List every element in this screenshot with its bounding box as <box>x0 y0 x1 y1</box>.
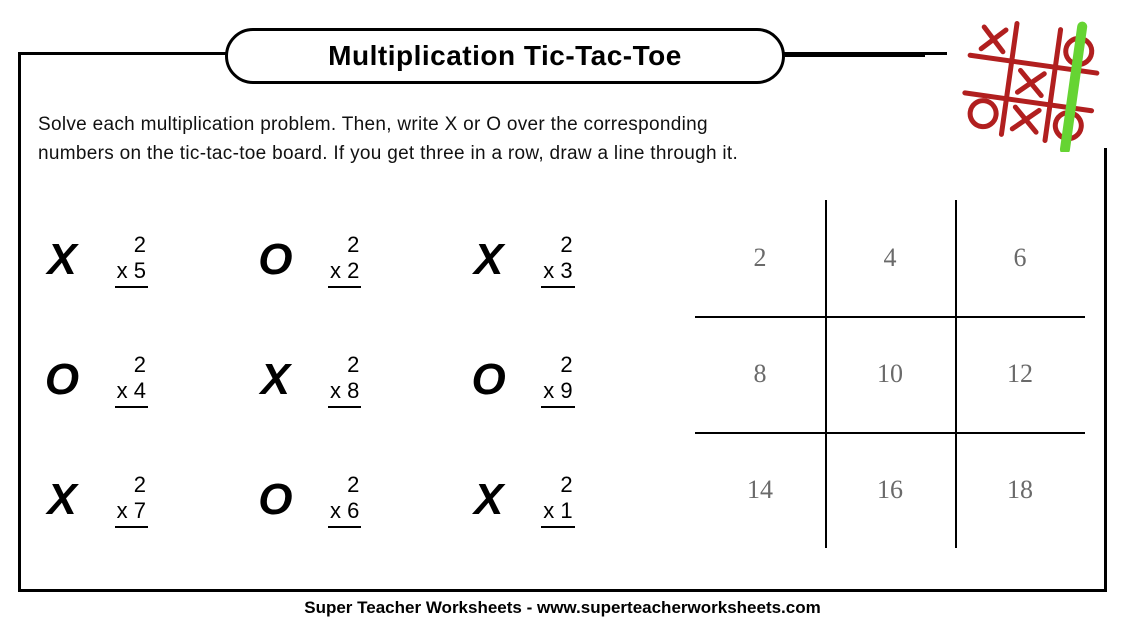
multiplicand: 2 <box>347 232 361 258</box>
multiplicand: 2 <box>134 472 148 498</box>
problem-cell: O 2 x 6 <box>243 440 456 560</box>
board-cell: 16 <box>825 432 955 548</box>
multiplication-problem: 2 x 5 <box>98 232 148 288</box>
problem-mark: X <box>253 358 297 402</box>
multiplier: x 3 <box>541 258 574 288</box>
instructions-line-1: Solve each multiplication problem. Then,… <box>38 110 1085 139</box>
title-pill: Multiplication Tic-Tac-Toe <box>225 28 785 84</box>
problem-cell: X 2 x 1 <box>457 440 670 560</box>
problem-mark: X <box>467 238 511 282</box>
problem-cell: X 2 x 5 <box>30 200 243 320</box>
footer-credit: Super Teacher Worksheets - www.superteac… <box>0 598 1125 618</box>
multiplier: x 6 <box>328 498 361 528</box>
multiplication-problem: 2 x 8 <box>311 352 361 408</box>
multiplicand: 2 <box>134 352 148 378</box>
problem-mark: O <box>40 358 84 402</box>
board-cell: 12 <box>955 316 1085 432</box>
board-cell: 14 <box>695 432 825 548</box>
problem-mark: O <box>467 358 511 402</box>
multiplier: x 2 <box>328 258 361 288</box>
multiplication-problem: 2 x 3 <box>525 232 575 288</box>
problem-mark: O <box>253 478 297 522</box>
problem-mark: X <box>40 478 84 522</box>
multiplicand: 2 <box>560 232 574 258</box>
problem-cell: O 2 x 2 <box>243 200 456 320</box>
multiplication-problem: 2 x 1 <box>525 472 575 528</box>
multiplicand: 2 <box>560 352 574 378</box>
board-cell: 2 <box>695 200 825 316</box>
board-cell: 6 <box>955 200 1085 316</box>
multiplication-problem: 2 x 2 <box>311 232 361 288</box>
multiplier: x 4 <box>115 378 148 408</box>
tictactoe-board: 2 4 6 8 10 12 14 16 18 <box>695 200 1085 550</box>
multiplier: x 9 <box>541 378 574 408</box>
multiplier: x 7 <box>115 498 148 528</box>
problem-cell: O 2 x 9 <box>457 320 670 440</box>
problem-mark: X <box>40 238 84 282</box>
multiplication-problem: 2 x 9 <box>525 352 575 408</box>
problem-cell: X 2 x 7 <box>30 440 243 560</box>
problem-mark: O <box>253 238 297 282</box>
worksheet-title: Multiplication Tic-Tac-Toe <box>328 40 682 72</box>
problem-cell: O 2 x 4 <box>30 320 243 440</box>
multiplicand: 2 <box>560 472 574 498</box>
multiplicand: 2 <box>347 352 361 378</box>
problem-cell: X 2 x 8 <box>243 320 456 440</box>
title-connector-line <box>785 54 925 57</box>
board-cell: 4 <box>825 200 955 316</box>
problem-cell: X 2 x 3 <box>457 200 670 320</box>
board-cell: 18 <box>955 432 1085 548</box>
multiplication-problem: 2 x 6 <box>311 472 361 528</box>
multiplier: x 1 <box>541 498 574 528</box>
multiplier: x 8 <box>328 378 361 408</box>
multiplicand: 2 <box>347 472 361 498</box>
problems-grid: X 2 x 5 O 2 x 2 X 2 x 3 O 2 x 4 X 2 x 8 <box>30 200 670 560</box>
instructions-text: Solve each multiplication problem. Then,… <box>38 110 1085 169</box>
corner-tictactoe-icon <box>947 8 1107 148</box>
multiplier: x 5 <box>115 258 148 288</box>
board-cell: 8 <box>695 316 825 432</box>
multiplication-problem: 2 x 4 <box>98 352 148 408</box>
multiplication-problem: 2 x 7 <box>98 472 148 528</box>
board-cell: 10 <box>825 316 955 432</box>
instructions-line-2: numbers on the tic-tac-toe board. If you… <box>38 139 1085 168</box>
problem-mark: X <box>467 478 511 522</box>
multiplicand: 2 <box>134 232 148 258</box>
